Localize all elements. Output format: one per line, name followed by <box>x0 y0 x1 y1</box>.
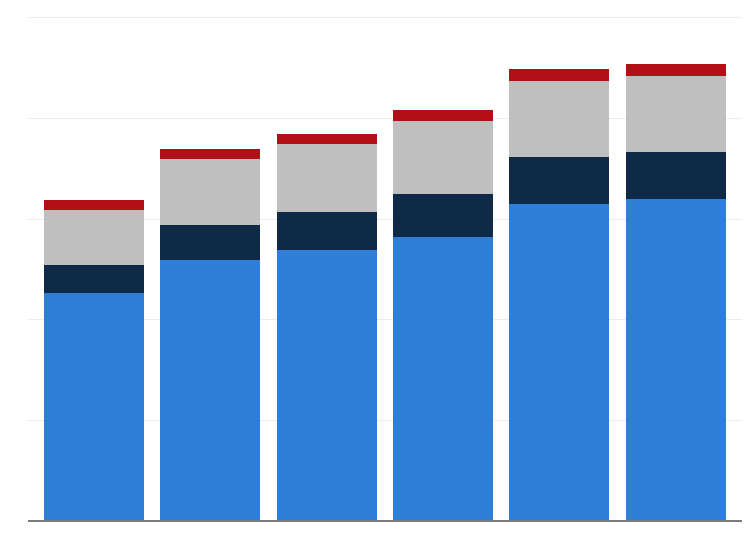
bar-segment <box>277 212 377 250</box>
bar-segment <box>160 149 260 159</box>
bar-segment <box>626 152 726 200</box>
bar-segment <box>393 194 493 237</box>
bar-segment <box>44 265 144 293</box>
bar-segment <box>44 200 144 209</box>
bar-segment <box>160 159 260 225</box>
plot-area <box>28 18 742 522</box>
bar-segment <box>509 157 609 205</box>
bar-segment <box>160 260 260 522</box>
bar-segment <box>509 69 609 81</box>
bar-segment <box>44 293 144 522</box>
bar-group <box>160 18 260 522</box>
bar-group <box>626 18 726 522</box>
bar-segment <box>277 250 377 522</box>
bar-segment <box>160 225 260 260</box>
bar-segment <box>277 134 377 144</box>
bar-group <box>277 18 377 522</box>
bar-segment <box>509 204 609 522</box>
bar-group <box>44 18 144 522</box>
x-axis-line <box>28 520 742 522</box>
bar-segment <box>509 81 609 157</box>
bar-segment <box>626 64 726 76</box>
bars-container <box>28 18 742 522</box>
bar-segment <box>626 199 726 522</box>
bar-segment <box>277 144 377 212</box>
bar-group <box>393 18 493 522</box>
bar-segment <box>393 237 493 522</box>
bar-segment <box>626 76 726 152</box>
bar-segment <box>393 110 493 121</box>
bar-segment <box>393 121 493 194</box>
bar-group <box>509 18 609 522</box>
bar-segment <box>44 210 144 265</box>
stacked-bar-chart <box>0 0 754 560</box>
